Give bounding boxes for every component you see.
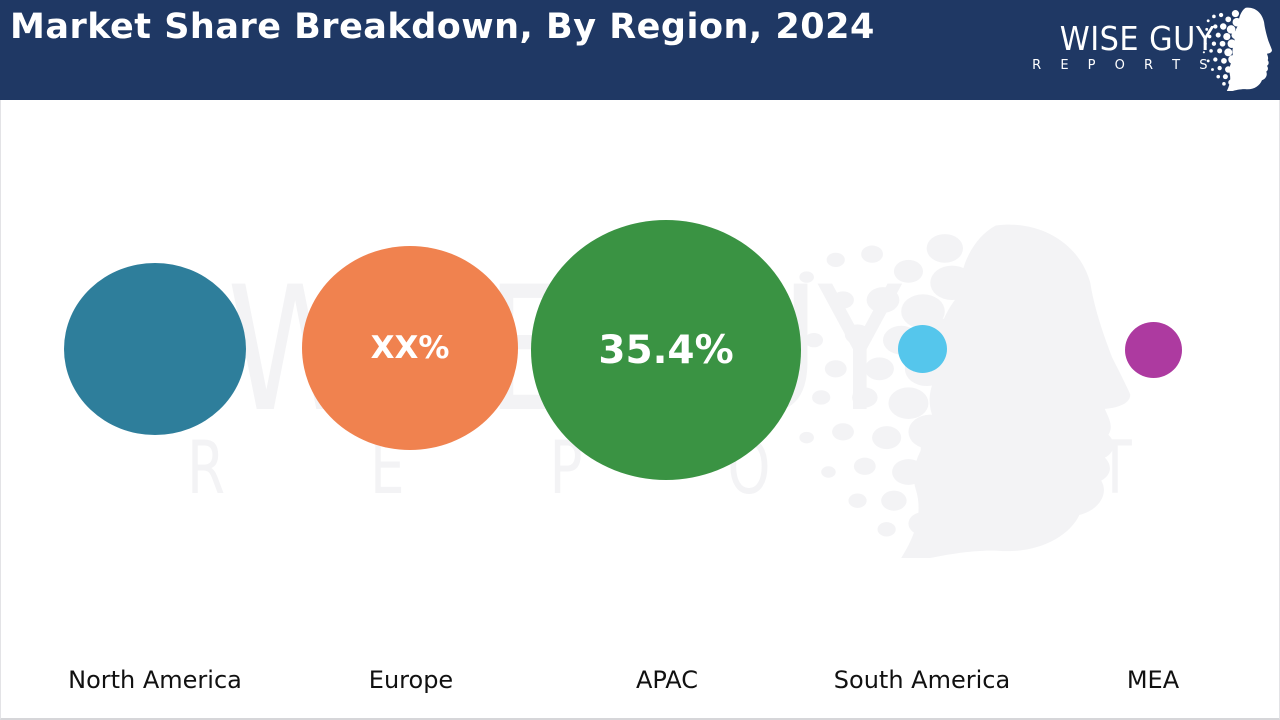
bubble-label-apac: 35.4% — [598, 327, 734, 373]
logo-subtitle: R E P O R T S — [1032, 58, 1215, 73]
category-label-north-america: North America — [68, 666, 242, 694]
wiseguy-logo: WISE GUY R E P O R T S — [1026, 5, 1279, 91]
category-label-europe: Europe — [368, 666, 454, 694]
bubble-mea — [1125, 322, 1182, 378]
bubble-europe: XX% — [302, 246, 518, 450]
watermark-head-icon — [763, 214, 1163, 558]
page-title: Market Share Breakdown, By Region, 2024 — [10, 7, 875, 47]
chart-area: WISE GUY R E P O R T S XX% 35.4% North A… — [0, 100, 1280, 720]
category-label-south-america: South America — [833, 666, 1011, 694]
bubble-north-america — [64, 263, 246, 435]
bubble-south-america — [898, 325, 947, 373]
logo-text: WISE GUY R E P O R T S — [1026, 22, 1215, 72]
header-bar: Market Share Breakdown, By Region, 2024 … — [0, 0, 1280, 100]
category-label-mea: MEA — [1126, 666, 1180, 694]
category-label-apac: APAC — [635, 666, 699, 694]
bubble-label-europe: XX% — [370, 330, 450, 366]
logo-wordmark: WISE GUY — [1059, 19, 1215, 58]
bubble-apac: 35.4% — [531, 220, 801, 480]
